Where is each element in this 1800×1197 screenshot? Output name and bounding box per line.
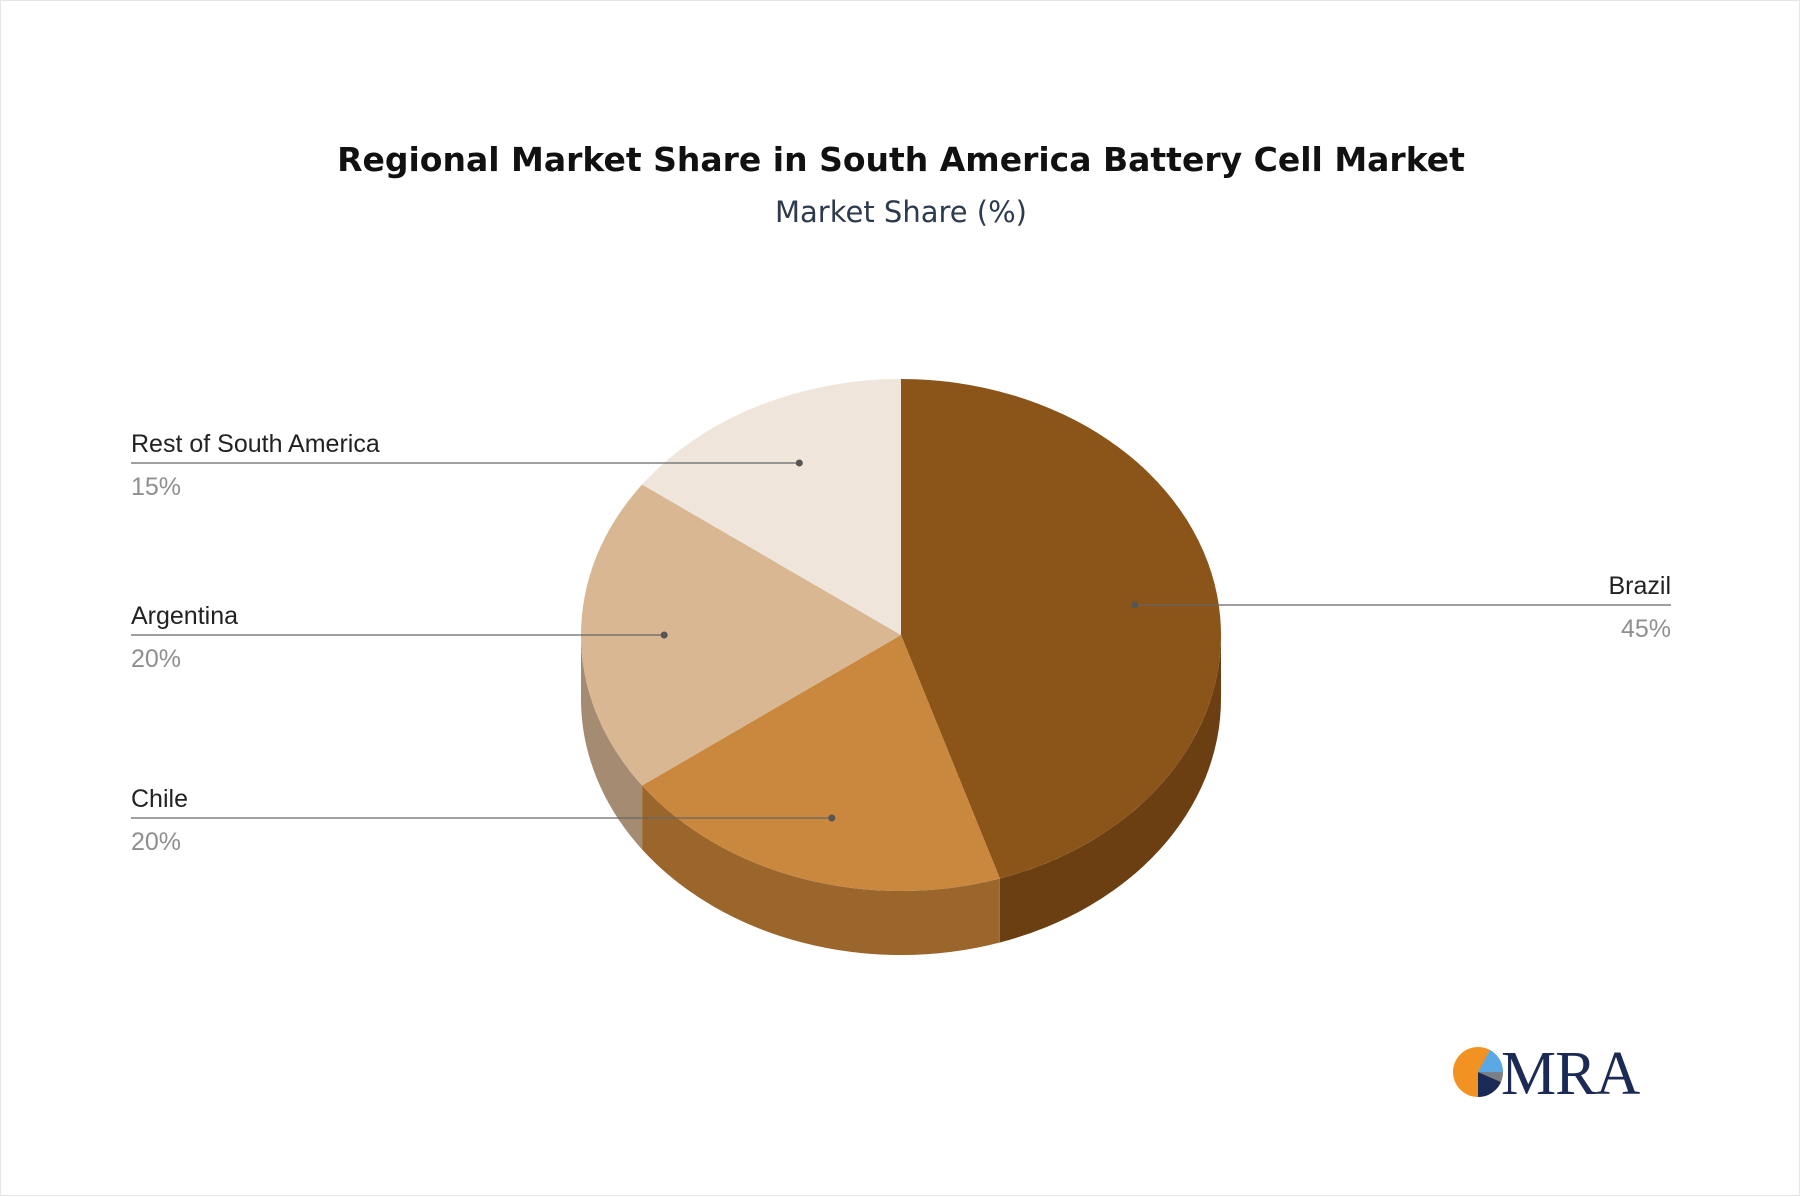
chart-title: Regional Market Share in South America B… xyxy=(337,140,1465,179)
label-name-brazil: Brazil xyxy=(1608,572,1671,600)
pie-side-argentina xyxy=(581,635,643,850)
label-name-rest-of-south-america: Rest of South America xyxy=(131,430,380,458)
label-value-brazil: 45% xyxy=(1621,615,1671,643)
label-name-chile: Chile xyxy=(131,785,188,813)
pie-slice-brazil[interactable] xyxy=(901,379,1222,879)
pie-side-chile xyxy=(642,785,1000,955)
leader-dot-rest-of-south-america xyxy=(795,459,803,467)
leader-dot-argentina xyxy=(660,631,668,639)
label-value-rest-of-south-america: 15% xyxy=(131,473,181,501)
logo-navy-wedge-icon xyxy=(1478,1072,1501,1098)
mra-logo: MRA xyxy=(1453,1040,1641,1108)
label-value-chile: 20% xyxy=(131,828,181,856)
logo-blue-wedge-icon xyxy=(1478,1050,1504,1072)
leader-dot-brazil xyxy=(1131,601,1139,609)
pie-labels: Brazil 45% Chile 20% Argentina 20% Rest of Sou… xyxy=(131,430,1671,856)
logo-text: MRA xyxy=(1501,1040,1640,1108)
pie-slice-rest-of-south-america[interactable] xyxy=(642,379,901,635)
pie-side-brazil xyxy=(999,635,1221,943)
chart-subtitle: Market Share (%) xyxy=(775,195,1027,229)
pie-sides xyxy=(581,635,1221,955)
leader-dot-chile xyxy=(828,814,836,822)
label-name-argentina: Argentina xyxy=(131,602,238,630)
pie-slice-argentina[interactable] xyxy=(581,484,901,786)
pie-slice-chile[interactable] xyxy=(642,635,1000,891)
label-value-argentina: 20% xyxy=(131,645,181,673)
logo-grey-wedge-icon xyxy=(1478,1072,1504,1082)
pie-tops xyxy=(581,379,1222,891)
